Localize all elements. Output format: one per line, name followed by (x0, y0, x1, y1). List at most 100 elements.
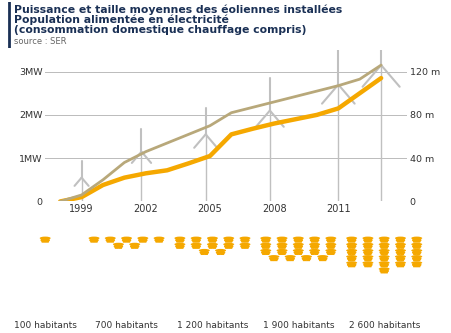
Circle shape (153, 236, 164, 240)
Polygon shape (383, 271, 387, 273)
Polygon shape (212, 247, 215, 248)
Polygon shape (396, 257, 404, 260)
Polygon shape (330, 247, 333, 248)
Polygon shape (413, 247, 416, 248)
Polygon shape (204, 253, 207, 254)
Polygon shape (351, 240, 354, 242)
Polygon shape (330, 240, 333, 242)
Polygon shape (330, 253, 333, 254)
Polygon shape (241, 240, 244, 242)
Polygon shape (176, 247, 179, 248)
Polygon shape (380, 271, 383, 273)
Polygon shape (225, 240, 228, 242)
Text: 700 habitants: 700 habitants (95, 321, 158, 330)
Polygon shape (262, 247, 265, 248)
Polygon shape (412, 257, 420, 260)
Polygon shape (262, 240, 265, 242)
Polygon shape (416, 265, 419, 267)
Polygon shape (281, 240, 285, 242)
Circle shape (137, 236, 148, 240)
Polygon shape (364, 265, 367, 267)
Polygon shape (298, 247, 301, 248)
Circle shape (292, 236, 303, 240)
Polygon shape (138, 239, 147, 241)
Circle shape (362, 255, 373, 258)
Polygon shape (123, 240, 126, 242)
Text: (consommation domestique chauffage compris): (consommation domestique chauffage compr… (14, 25, 305, 35)
Polygon shape (240, 239, 249, 241)
Circle shape (239, 236, 250, 240)
Polygon shape (416, 247, 419, 248)
Polygon shape (106, 239, 114, 241)
Polygon shape (363, 264, 371, 266)
Polygon shape (364, 247, 367, 248)
Polygon shape (364, 240, 367, 242)
Polygon shape (347, 251, 355, 254)
Polygon shape (367, 265, 370, 267)
Circle shape (276, 249, 287, 252)
Polygon shape (261, 251, 269, 254)
Polygon shape (413, 265, 416, 267)
Text: 1 200 habitants: 1 200 habitants (176, 321, 248, 330)
Polygon shape (348, 240, 351, 242)
Circle shape (410, 261, 421, 264)
Circle shape (325, 249, 336, 252)
Polygon shape (278, 240, 281, 242)
Polygon shape (209, 247, 212, 248)
Polygon shape (413, 259, 416, 260)
Circle shape (394, 243, 405, 246)
Polygon shape (298, 253, 301, 254)
Polygon shape (326, 251, 334, 254)
Polygon shape (244, 240, 248, 242)
Polygon shape (367, 240, 370, 242)
Polygon shape (383, 265, 387, 267)
Polygon shape (396, 264, 404, 266)
Polygon shape (295, 240, 298, 242)
Polygon shape (351, 253, 354, 254)
Polygon shape (383, 240, 387, 242)
Polygon shape (286, 259, 290, 260)
Polygon shape (175, 239, 184, 241)
Circle shape (223, 243, 234, 246)
Polygon shape (110, 240, 113, 242)
Polygon shape (367, 253, 370, 254)
Polygon shape (220, 253, 223, 254)
Polygon shape (396, 240, 400, 242)
Polygon shape (244, 247, 248, 248)
Circle shape (362, 261, 373, 264)
Polygon shape (126, 240, 129, 242)
Text: Puissance et taille moyennes des éoliennes installées: Puissance et taille moyennes des éolienn… (14, 5, 341, 16)
Polygon shape (310, 245, 318, 247)
Polygon shape (400, 247, 403, 248)
Polygon shape (261, 245, 269, 247)
Polygon shape (270, 259, 273, 260)
Polygon shape (326, 239, 334, 241)
Polygon shape (380, 265, 383, 267)
Circle shape (292, 243, 303, 246)
Polygon shape (131, 247, 134, 248)
Circle shape (410, 255, 421, 258)
Circle shape (40, 236, 51, 240)
Circle shape (378, 255, 389, 258)
Polygon shape (311, 253, 314, 254)
Polygon shape (351, 247, 354, 248)
Polygon shape (192, 245, 200, 247)
Polygon shape (277, 245, 285, 247)
Polygon shape (379, 264, 387, 266)
Circle shape (378, 236, 389, 240)
Polygon shape (294, 251, 302, 254)
Polygon shape (155, 239, 163, 241)
Polygon shape (196, 240, 199, 242)
Circle shape (300, 255, 311, 258)
Circle shape (362, 249, 373, 252)
Polygon shape (224, 245, 232, 247)
Circle shape (378, 249, 389, 252)
Polygon shape (294, 245, 302, 247)
Polygon shape (400, 240, 403, 242)
Polygon shape (196, 247, 199, 248)
Polygon shape (348, 259, 351, 260)
Polygon shape (228, 240, 231, 242)
Polygon shape (396, 247, 400, 248)
Circle shape (410, 243, 421, 246)
Polygon shape (269, 257, 277, 260)
